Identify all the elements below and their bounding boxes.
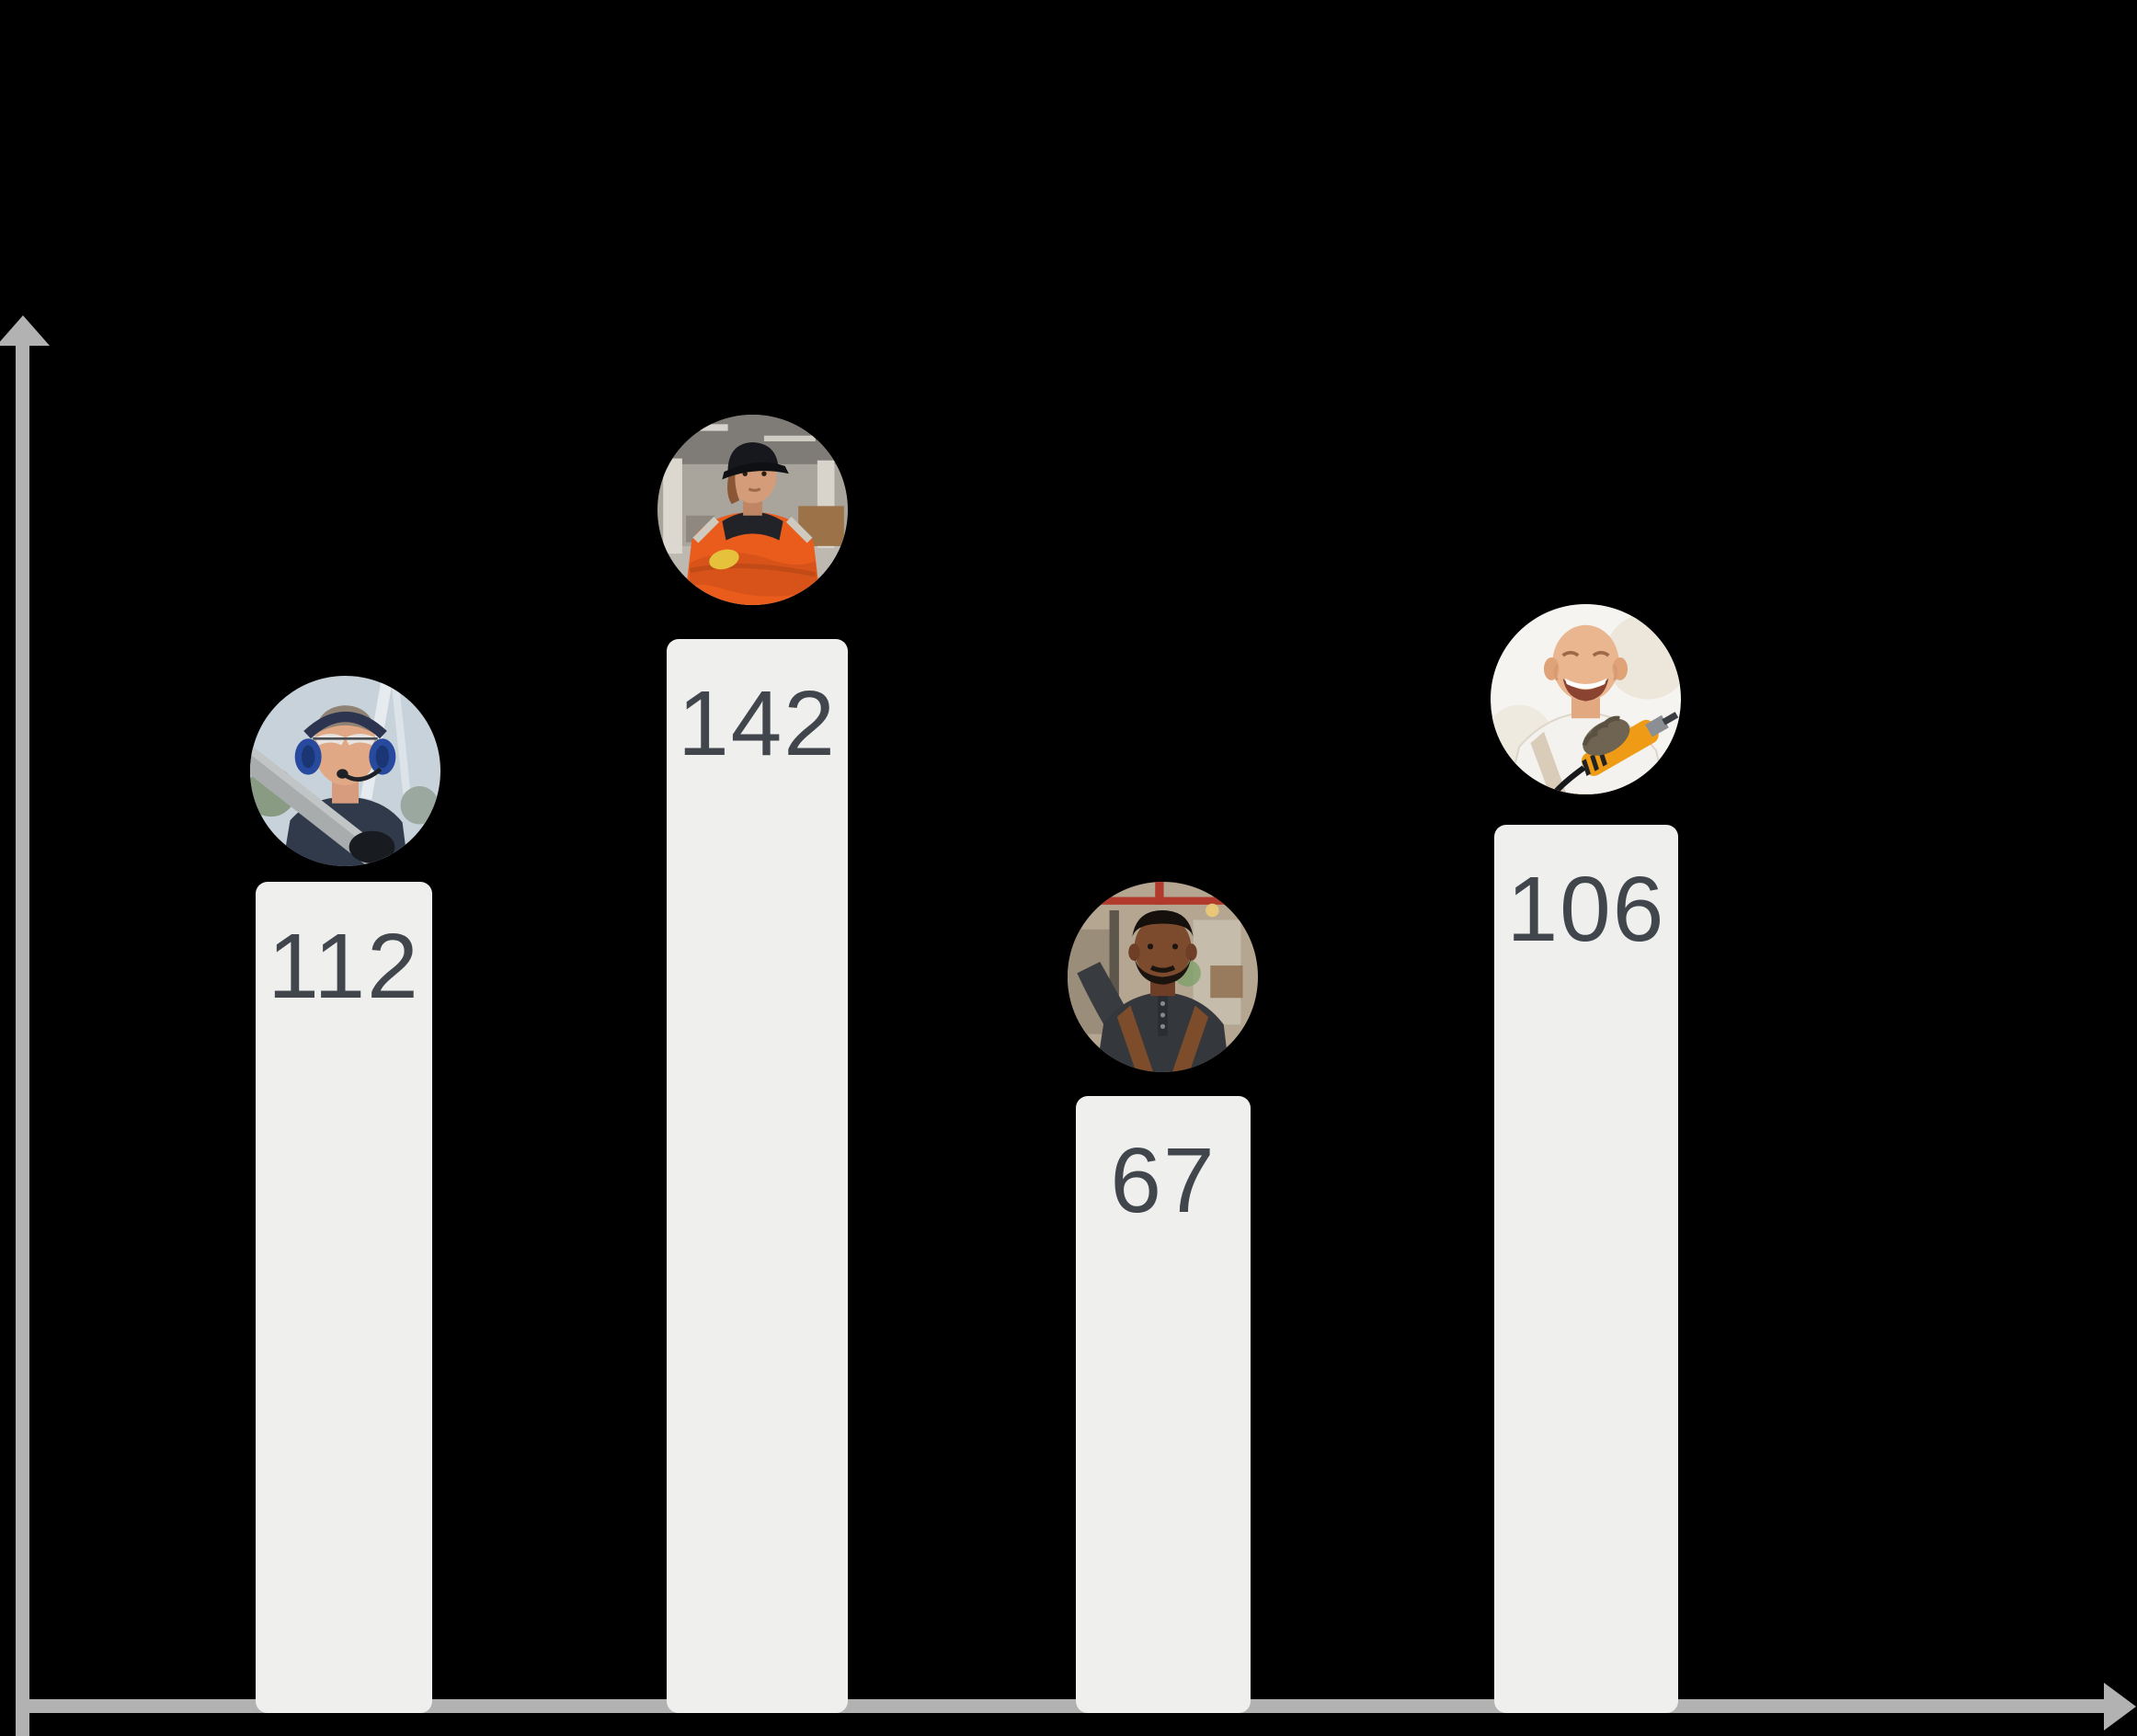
avatar-photo-technician-headset <box>249 675 440 866</box>
bar-technician: 112 <box>256 882 432 1713</box>
barista-apron-illustration <box>1067 881 1258 1072</box>
x-axis-arrowhead-icon <box>2104 1683 2136 1730</box>
bar-barista: 67 <box>1076 1096 1251 1713</box>
bar-value-label: 67 <box>1110 1129 1217 1232</box>
technician-headset-illustration <box>249 675 440 866</box>
bar-value-label: 106 <box>1506 858 1666 961</box>
bar-value-label: 112 <box>268 915 420 1018</box>
bar-warehouse-worker: 142 <box>667 639 848 1713</box>
craftsman-drill-illustration <box>1490 603 1681 794</box>
y-axis-arrowhead-icon <box>0 315 50 346</box>
y-axis-line <box>16 344 29 1736</box>
warehouse-worker-illustration <box>657 414 848 605</box>
avatar-photo-warehouse-worker <box>657 414 848 605</box>
bar-value-label: 142 <box>678 672 837 775</box>
avatar-photo-barista-apron <box>1067 881 1258 1072</box>
avatar-photo-craftsman-drill <box>1490 603 1681 794</box>
bar-craftsman: 106 <box>1494 825 1678 1713</box>
